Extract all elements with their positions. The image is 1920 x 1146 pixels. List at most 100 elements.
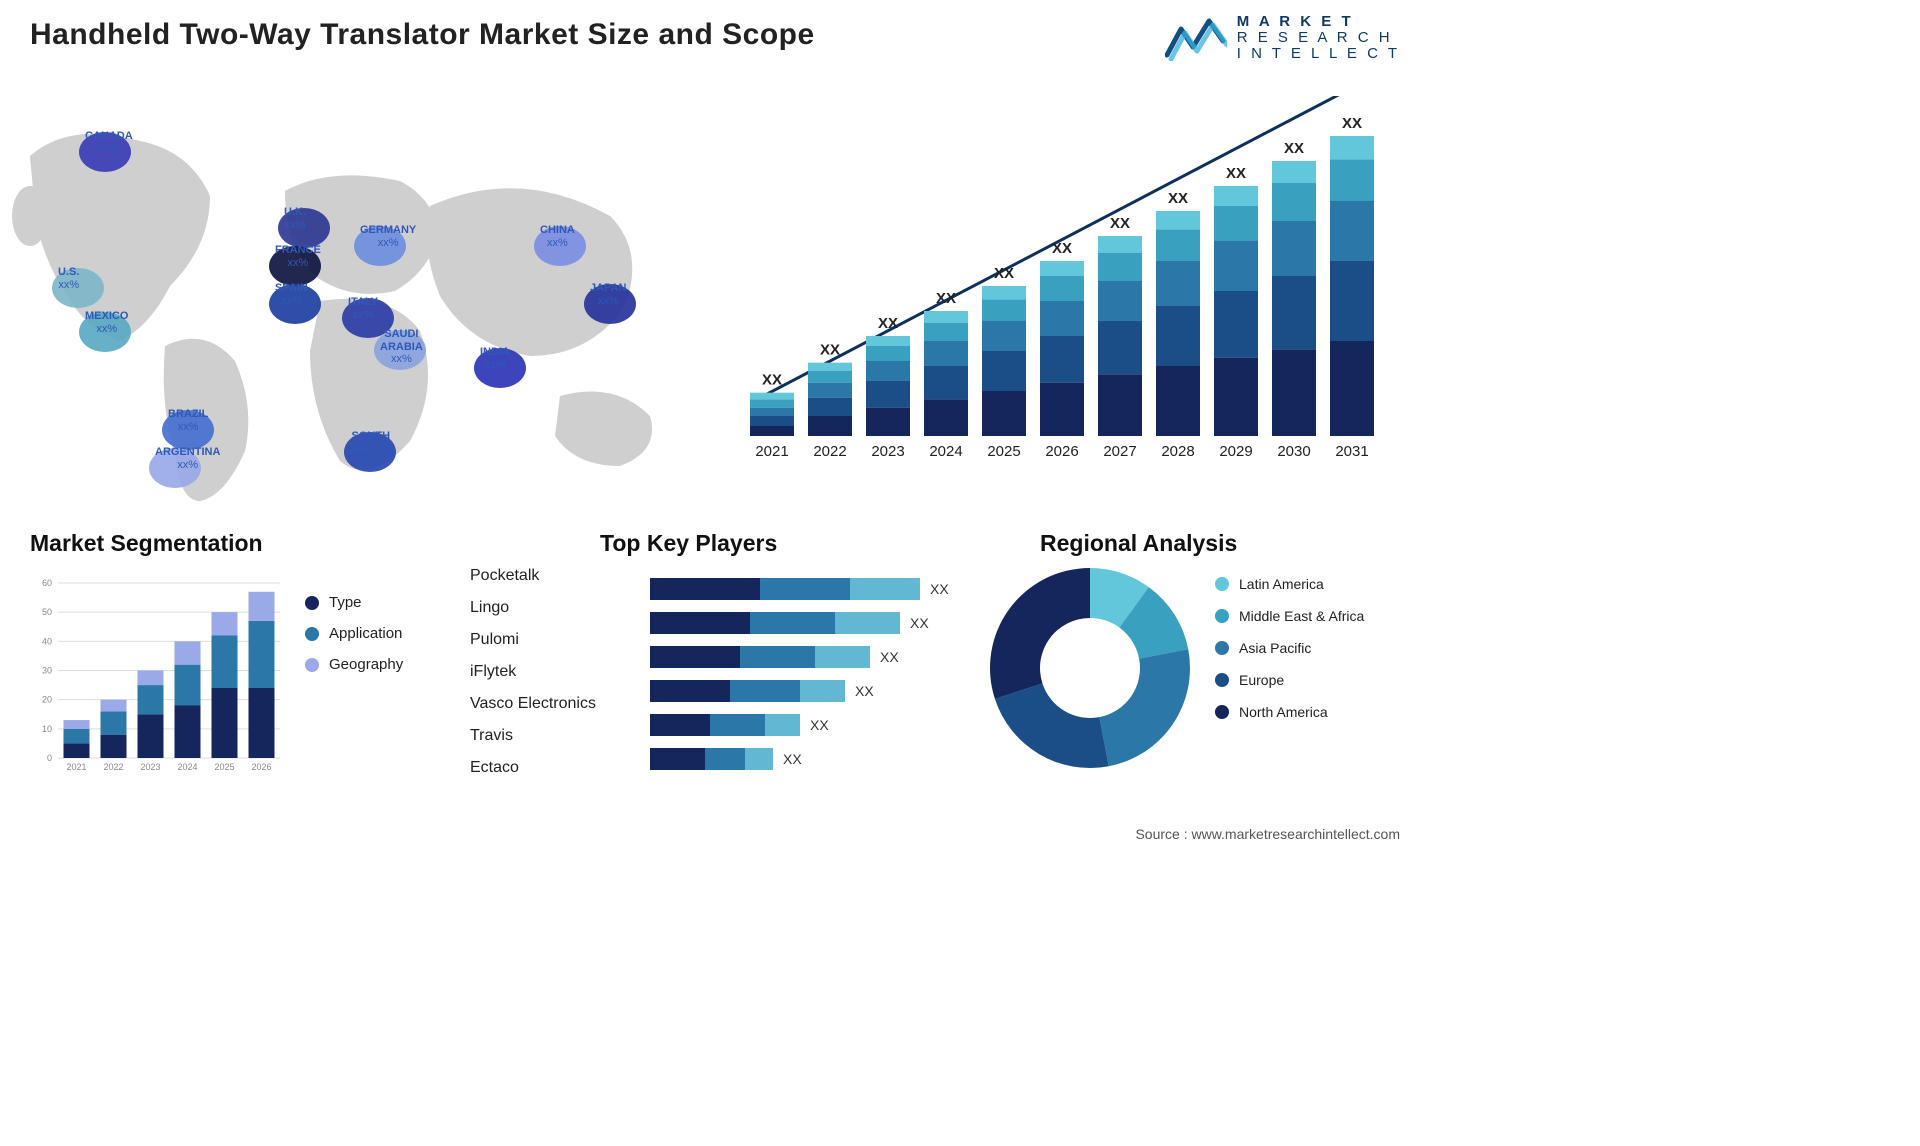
swatch-icon — [305, 627, 319, 641]
legend-item: Application — [305, 625, 403, 642]
segmentation-title: Market Segmentation — [30, 530, 450, 557]
map-label: GERMANYxx% — [360, 224, 416, 249]
player-bar-value: XX — [783, 751, 802, 767]
map-label: FRANCExx% — [275, 244, 321, 269]
map-label: U.K.xx% — [284, 206, 306, 231]
key-players-section: Top Key Players PocketalkLingoPulomiiFly… — [470, 530, 960, 790]
swatch-icon — [305, 596, 319, 610]
svg-text:2026: 2026 — [251, 762, 271, 772]
regional-donut — [990, 568, 1190, 768]
player-name: Pocketalk — [470, 560, 596, 592]
page-title: Handheld Two-Way Translator Market Size … — [30, 18, 815, 52]
bar-segment — [650, 612, 750, 634]
svg-text:2029: 2029 — [1219, 443, 1252, 460]
swatch-icon — [1215, 609, 1229, 623]
svg-text:30: 30 — [42, 666, 52, 676]
bar-segment — [705, 748, 745, 770]
player-bar-value: XX — [855, 683, 874, 699]
player-name: Ectaco — [470, 752, 596, 784]
legend-label: North America — [1239, 704, 1328, 720]
svg-text:XX: XX — [1052, 240, 1072, 257]
player-name: iFlytek — [470, 656, 596, 688]
bar-segment — [815, 646, 870, 668]
svg-text:2030: 2030 — [1277, 443, 1310, 460]
swatch-icon — [305, 658, 319, 672]
svg-text:2024: 2024 — [177, 762, 197, 772]
player-name: Pulomi — [470, 624, 596, 656]
segmentation-legend: Type Application Geography — [305, 594, 403, 687]
svg-text:XX: XX — [1226, 165, 1246, 182]
svg-text:2023: 2023 — [871, 443, 904, 460]
market-segmentation-section: Market Segmentation 01020304050602021202… — [30, 530, 450, 790]
map-label: SAUDIARABIAxx% — [380, 328, 423, 366]
player-bar — [650, 578, 920, 600]
market-size-chart: XX2021XX2022XX2023XX2024XX2025XX2026XX20… — [740, 96, 1400, 476]
bar-segment — [835, 612, 900, 634]
svg-text:2025: 2025 — [987, 443, 1020, 460]
bar-segment — [650, 578, 760, 600]
player-name-list: PocketalkLingoPulomiiFlytekVasco Electro… — [470, 560, 596, 784]
map-label: SOUTHAFRICAxx% — [350, 430, 392, 468]
player-bar — [650, 612, 900, 634]
bar-segment — [650, 646, 740, 668]
player-bar — [650, 714, 800, 736]
map-label: ARGENTINAxx% — [155, 446, 220, 471]
legend-item: Europe — [1215, 672, 1364, 688]
svg-text:XX: XX — [1110, 215, 1130, 232]
map-label: JAPANxx% — [590, 282, 626, 307]
bar-segment — [650, 680, 730, 702]
player-bars: XXXXXXXXXXXX — [650, 578, 950, 782]
legend-item: Type — [305, 594, 403, 611]
legend-label: Middle East & Africa — [1239, 608, 1364, 624]
player-bar-value: XX — [910, 615, 929, 631]
swatch-icon — [1215, 577, 1229, 591]
svg-text:2021: 2021 — [66, 762, 86, 772]
svg-text:2022: 2022 — [813, 443, 846, 460]
map-label: BRAZILxx% — [168, 408, 208, 433]
svg-text:2023: 2023 — [140, 762, 160, 772]
svg-text:XX: XX — [936, 290, 956, 307]
map-label: SPAINxx% — [275, 282, 308, 307]
legend-item: Latin America — [1215, 576, 1364, 592]
legend-label: Asia Pacific — [1239, 640, 1311, 656]
map-label: MEXICOxx% — [85, 310, 128, 335]
regional-title: Regional Analysis — [1040, 530, 1237, 557]
svg-text:XX: XX — [994, 265, 1014, 282]
swatch-icon — [1215, 705, 1229, 719]
svg-text:2025: 2025 — [214, 762, 234, 772]
player-bar — [650, 680, 845, 702]
players-title: Top Key Players — [600, 530, 777, 557]
map-label: CANADAxx% — [85, 130, 133, 155]
legend-item: Geography — [305, 656, 403, 673]
source-label: Source : www.marketresearchintellect.com — [1135, 826, 1400, 842]
player-bar-value: XX — [880, 649, 899, 665]
svg-text:10: 10 — [42, 724, 52, 734]
legend-item: Asia Pacific — [1215, 640, 1364, 656]
bar-segment — [650, 714, 710, 736]
map-label: CHINAxx% — [540, 224, 575, 249]
bar-segment — [750, 612, 835, 634]
bar-segment — [740, 646, 815, 668]
bar-segment — [765, 714, 800, 736]
svg-text:2027: 2027 — [1103, 443, 1136, 460]
svg-text:50: 50 — [42, 607, 52, 617]
svg-text:2022: 2022 — [103, 762, 123, 772]
player-bar — [650, 646, 870, 668]
brand-mark-icon — [1165, 15, 1227, 61]
legend-label: Type — [329, 594, 362, 611]
legend-label: Latin America — [1239, 576, 1324, 592]
bar-segment — [800, 680, 845, 702]
player-bar-row: XX — [650, 646, 950, 668]
player-bar-row: XX — [650, 748, 950, 770]
swatch-icon — [1215, 641, 1229, 655]
svg-text:2028: 2028 — [1161, 443, 1194, 460]
player-bar-row: XX — [650, 714, 950, 736]
player-name: Vasco Electronics — [470, 688, 596, 720]
svg-text:2026: 2026 — [1045, 443, 1078, 460]
swatch-icon — [1215, 673, 1229, 687]
bar-segment — [850, 578, 920, 600]
svg-text:XX: XX — [762, 372, 782, 389]
player-bar-row: XX — [650, 680, 950, 702]
svg-text:0: 0 — [47, 753, 52, 763]
map-label: ITALYxx% — [348, 296, 378, 321]
